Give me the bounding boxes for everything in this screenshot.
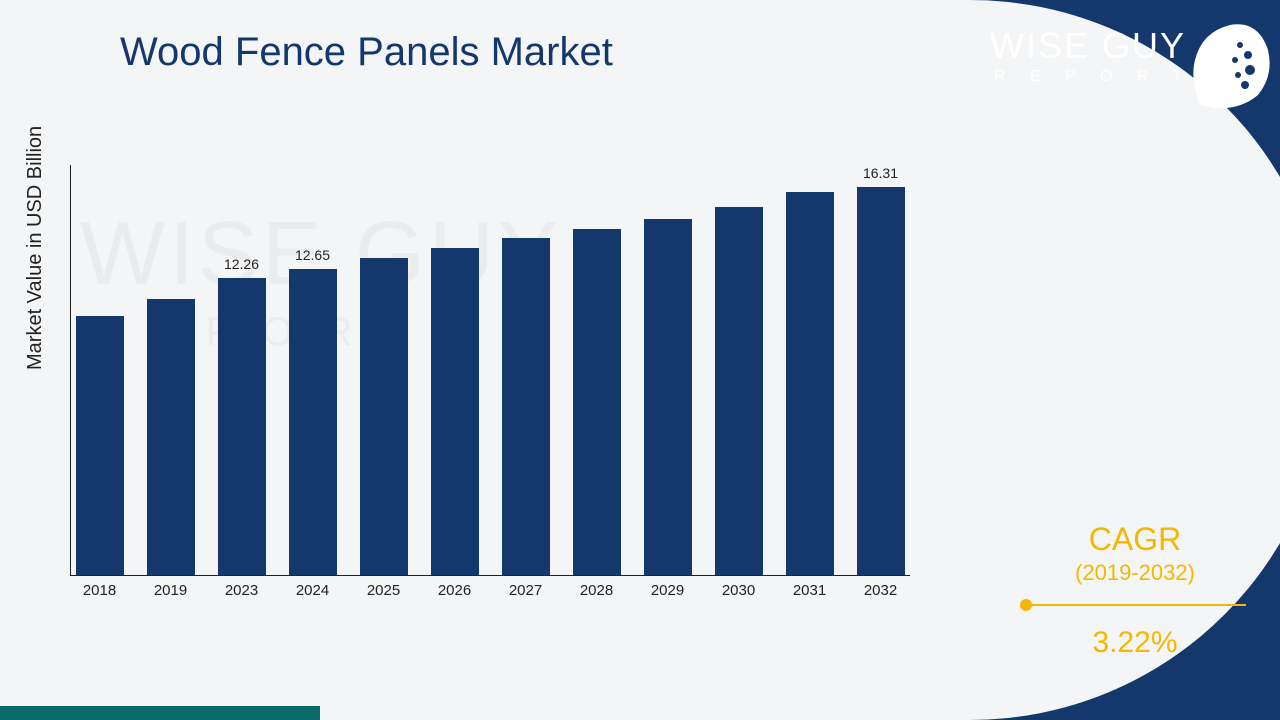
chart-title: Wood Fence Panels Market — [120, 30, 613, 75]
cagr-title: CAGR — [1020, 521, 1250, 558]
bar-group: 12.65 — [288, 165, 337, 575]
cagr-value: 3.22% — [1020, 626, 1250, 660]
x-tick-label: 2026 — [430, 582, 479, 599]
y-axis-label: Market Value in USD Billion — [24, 126, 47, 370]
x-axis-line — [70, 575, 910, 576]
bar-group — [643, 165, 692, 575]
x-tick-label: 2018 — [75, 582, 124, 599]
x-tick-label: 2027 — [501, 582, 550, 599]
bar-group — [572, 165, 621, 575]
bar-group — [359, 165, 408, 575]
bar-group — [785, 165, 834, 575]
bar-group: 16.31 — [856, 165, 905, 575]
page-root: WISE GUY REPORTS WISE GUY R E P O R T S … — [0, 0, 1280, 720]
bar-value-label: 16.31 — [863, 165, 898, 181]
bar-value-label: 12.65 — [295, 247, 330, 263]
bar-group: 12.26 — [217, 165, 266, 575]
cagr-block: CAGR (2019-2032) 3.22% — [1020, 521, 1250, 660]
bar — [289, 269, 337, 575]
x-tick-label: 2030 — [714, 582, 763, 599]
bottom-strip — [0, 706, 320, 720]
bar-group — [75, 165, 124, 575]
bar — [431, 248, 479, 575]
x-labels-row: 2018 2019 2023 2024 2025 2026 2027 2028 2029 2030… — [75, 582, 905, 599]
bar-group — [146, 165, 195, 575]
bar-group — [714, 165, 763, 575]
bar — [715, 207, 763, 575]
bar-group — [501, 165, 550, 575]
bar — [573, 229, 621, 575]
bar — [857, 187, 905, 575]
bar-value-label: 12.26 — [224, 256, 259, 272]
chart-area: 12.26 12.65 16.31 — [75, 165, 905, 575]
bar — [147, 299, 195, 575]
x-tick-label: 2031 — [785, 582, 834, 599]
x-tick-label: 2028 — [572, 582, 621, 599]
bar — [218, 278, 266, 575]
bar — [786, 192, 834, 575]
y-axis-line — [70, 165, 71, 575]
x-tick-label: 2024 — [288, 582, 337, 599]
x-tick-label: 2032 — [856, 582, 905, 599]
cagr-range: (2019-2032) — [1020, 560, 1250, 586]
x-tick-label: 2023 — [217, 582, 266, 599]
brand-head-icon — [1190, 20, 1270, 110]
x-tick-label: 2029 — [643, 582, 692, 599]
bar — [644, 219, 692, 575]
bar — [502, 238, 550, 575]
bar-group — [430, 165, 479, 575]
x-tick-label: 2019 — [146, 582, 195, 599]
x-tick-label: 2025 — [359, 582, 408, 599]
bar — [76, 316, 124, 575]
cagr-divider — [1024, 604, 1246, 606]
bar — [360, 258, 408, 575]
bar-container: 12.26 12.65 16.31 — [75, 165, 905, 575]
